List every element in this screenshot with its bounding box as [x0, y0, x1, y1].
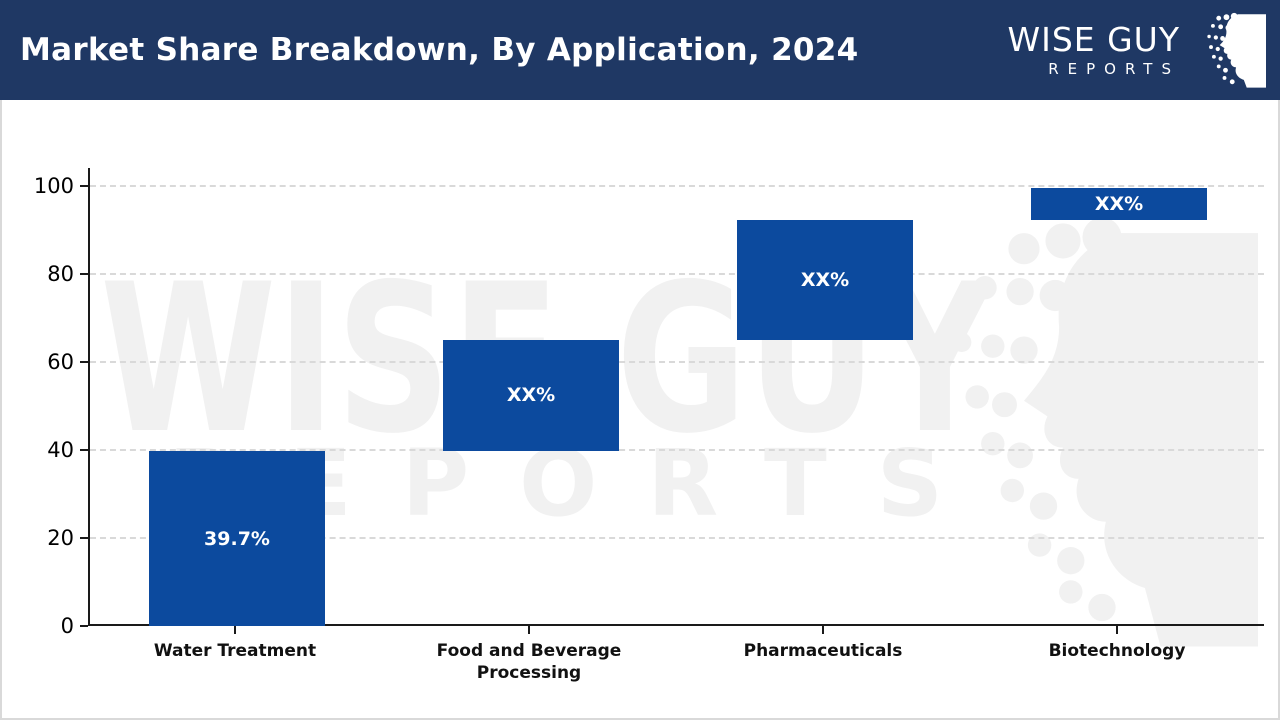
x-tick-mark: [528, 626, 530, 634]
logo-subtext: REPORTS: [1048, 59, 1180, 78]
bar-value-label: XX%: [506, 384, 556, 407]
logo-face-icon: [1207, 12, 1266, 88]
y-tick-label: 80: [47, 261, 74, 286]
y-tick-label: 40: [47, 437, 74, 462]
y-tick-mark: [80, 360, 88, 363]
x-category-label: Water Treatment: [153, 641, 317, 661]
page-title: Market Share Breakdown, By Application, …: [20, 32, 859, 68]
y-tick-label: 20: [47, 525, 74, 550]
logo-wordmark: WISE GUY: [1007, 19, 1180, 59]
x-category-label: Biotechnology: [1048, 641, 1186, 661]
y-tick-label: 100: [33, 173, 74, 198]
grid-line: [90, 536, 1264, 539]
logo-text-block: WISE GUY REPORTS: [1007, 23, 1180, 78]
y-tick-label: 0: [60, 614, 74, 638]
y-tick-mark: [80, 184, 88, 187]
y-tick-mark: [80, 536, 88, 539]
x-tick-mark: [822, 626, 824, 634]
wise-guy-logo: WISE GUY REPORTS: [1007, 11, 1280, 89]
grid-line: [90, 272, 1264, 275]
page-border-right: [1278, 100, 1280, 720]
bar-food-and-beverage-processing: XX%: [442, 339, 620, 452]
x-category-label: Food and Beverage Processing: [436, 641, 622, 684]
grid-line: [90, 184, 1264, 187]
x-tick-mark: [1116, 626, 1118, 634]
header-band: Market Share Breakdown, By Application, …: [0, 0, 1280, 100]
watermark-face-icon: [951, 217, 1258, 647]
bar-biotechnology: XX%: [1030, 187, 1208, 220]
page-border-bottom: [0, 718, 1280, 720]
y-tick-mark: [80, 448, 88, 451]
y-tick-mark: [80, 272, 88, 275]
chart-area: WISE GUY REPORTS 39.7% XX% XX% XX% 0 20 40 60 8…: [0, 100, 1280, 720]
bar-value-label: XX%: [1094, 192, 1144, 215]
bar-pharmaceuticals: XX%: [736, 219, 914, 340]
page-border-left: [0, 100, 2, 720]
bar-value-label: 39.7%: [204, 527, 270, 550]
y-tick-mark: [80, 625, 88, 627]
bar-value-label: XX%: [800, 268, 850, 291]
grid-line: [90, 448, 1264, 451]
x-tick-mark: [234, 626, 236, 634]
bar-water-treatment: 39.7%: [148, 451, 326, 626]
grid-line: [90, 360, 1264, 363]
x-category-label: Pharmaceuticals: [743, 641, 903, 661]
plot-area: 39.7% XX% XX% XX%: [88, 168, 1264, 626]
y-tick-label: 60: [47, 349, 74, 374]
